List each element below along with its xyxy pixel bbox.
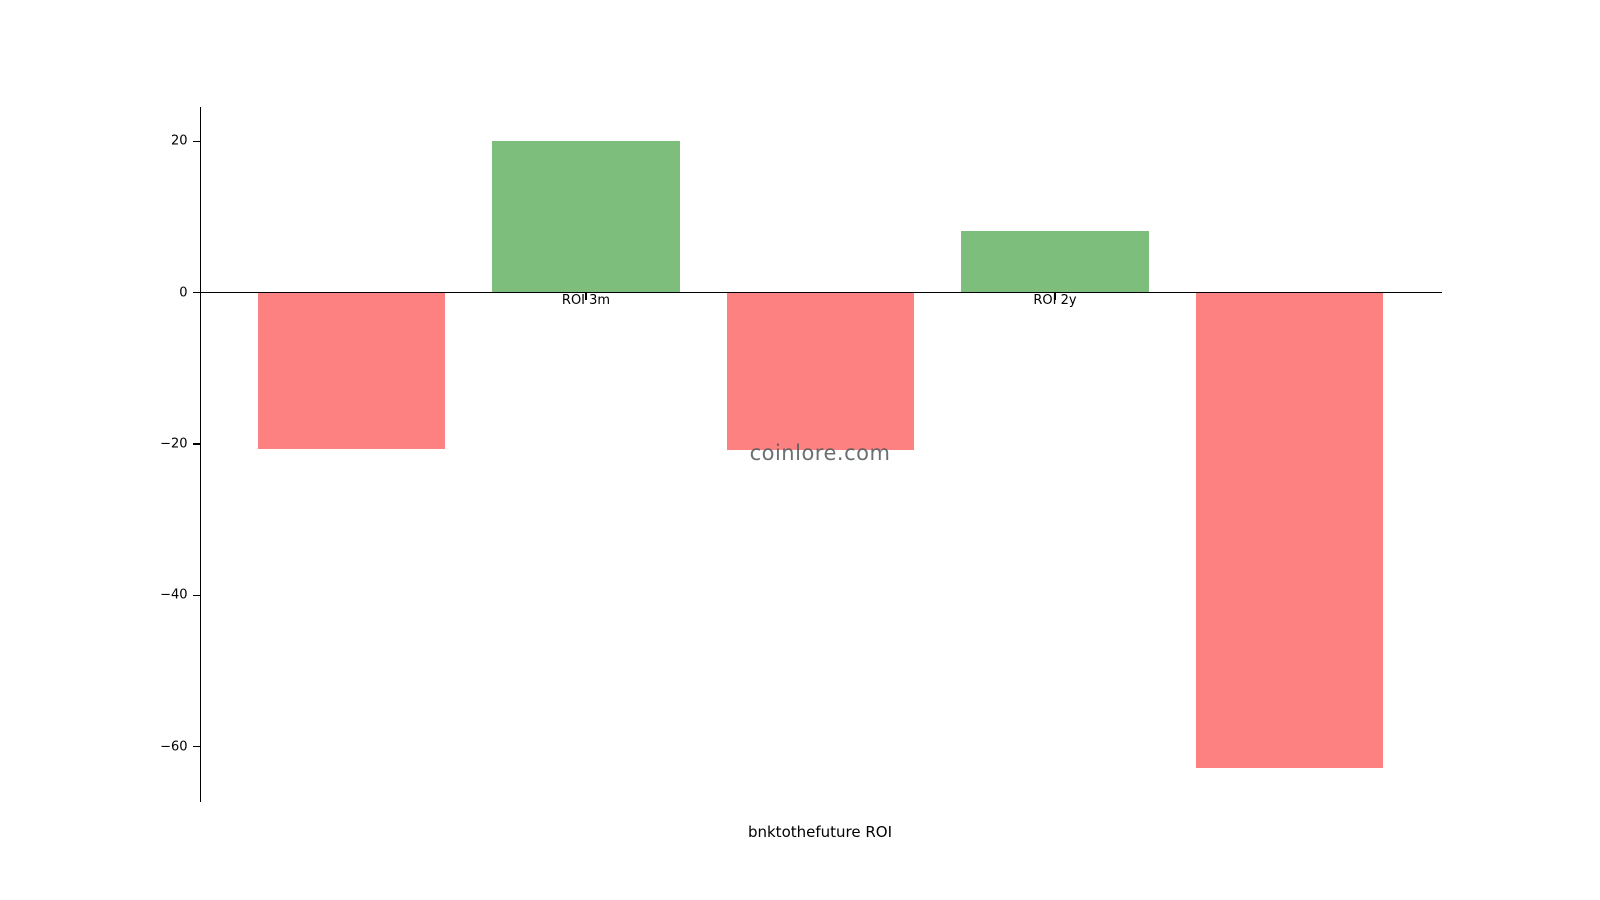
zero-axis-line bbox=[199, 291, 1442, 294]
y-tick-label: 0 bbox=[179, 285, 188, 301]
y-axis-spine bbox=[199, 107, 202, 802]
x-tick-label: ROI 2y bbox=[1033, 293, 1077, 309]
watermark: coinlore.com bbox=[749, 441, 891, 465]
y-tick bbox=[192, 291, 200, 294]
y-tick bbox=[192, 594, 200, 597]
y-tick-label: −20 bbox=[160, 436, 188, 452]
x-tick bbox=[1054, 292, 1056, 300]
y-tick-label: −60 bbox=[160, 739, 188, 755]
bar-roi-3m bbox=[492, 141, 680, 293]
x-tick-label: ROI 3m bbox=[561, 293, 611, 309]
bar bbox=[1195, 292, 1384, 768]
y-tick-label: −40 bbox=[160, 587, 188, 603]
bar-roi-2y bbox=[961, 230, 1149, 293]
chart-xlabel: bnktothefuture ROI bbox=[747, 823, 893, 841]
y-tick bbox=[192, 443, 200, 445]
y-tick bbox=[192, 140, 200, 143]
bar bbox=[726, 292, 915, 451]
y-tick bbox=[192, 745, 200, 748]
y-tick-label: 20 bbox=[170, 133, 188, 149]
bar bbox=[257, 292, 446, 450]
x-tick bbox=[585, 292, 587, 300]
